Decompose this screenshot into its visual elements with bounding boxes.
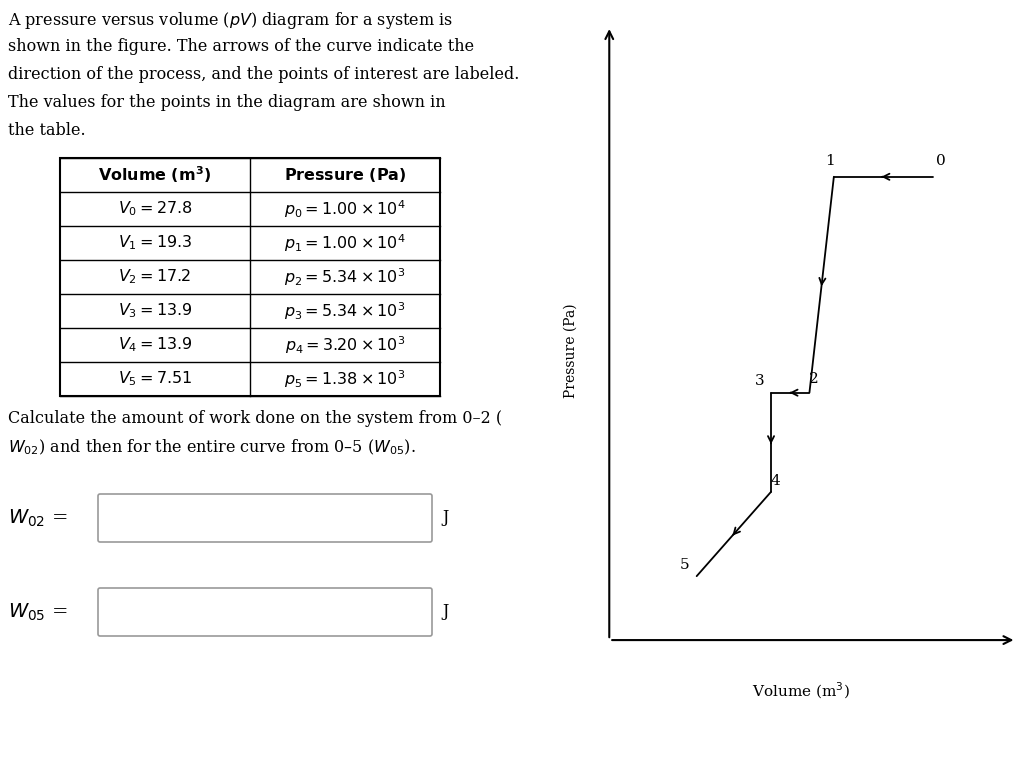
Text: shown in the figure. The arrows of the curve indicate the: shown in the figure. The arrows of the c…: [8, 38, 474, 55]
Bar: [60, 158, 440, 396]
Text: $W_{02}$ =: $W_{02}$ =: [8, 507, 68, 529]
Text: $W_{02}$) and then for the entire curve from 0–5 ($W_{05}$).: $W_{02}$) and then for the entire curve …: [8, 438, 416, 457]
Text: 2: 2: [809, 372, 819, 386]
Text: $\mathbf{Pressure\ (Pa)}$: $\mathbf{Pressure\ (Pa)}$: [284, 166, 407, 184]
Text: $p_3 = 5.34 \times 10^3$: $p_3 = 5.34 \times 10^3$: [285, 300, 406, 322]
Text: Calculate the amount of work done on the system from 0–2 (: Calculate the amount of work done on the…: [8, 410, 502, 427]
Text: $V_3 = 13.9$: $V_3 = 13.9$: [118, 302, 193, 320]
Text: 1: 1: [825, 155, 836, 168]
Text: The values for the points in the diagram are shown in: The values for the points in the diagram…: [8, 94, 445, 111]
Text: $p_4 = 3.20 \times 10^3$: $p_4 = 3.20 \times 10^3$: [285, 335, 406, 356]
Text: $\mathbf{Volume\ (m^3)}$: $\mathbf{Volume\ (m^3)}$: [98, 165, 212, 185]
FancyBboxPatch shape: [98, 588, 432, 636]
Text: $p_2 = 5.34 \times 10^3$: $p_2 = 5.34 \times 10^3$: [285, 266, 406, 288]
Text: $V_2 = 17.2$: $V_2 = 17.2$: [119, 267, 191, 287]
Text: 3: 3: [755, 374, 764, 388]
Text: 0: 0: [936, 155, 946, 168]
Text: Pressure (Pa): Pressure (Pa): [564, 303, 578, 398]
Text: $V_0 = 27.8$: $V_0 = 27.8$: [118, 200, 193, 219]
Text: $W_{05}$ =: $W_{05}$ =: [8, 601, 68, 623]
FancyBboxPatch shape: [98, 494, 432, 542]
Text: the table.: the table.: [8, 122, 86, 139]
Text: $p_5 = 1.38 \times 10^3$: $p_5 = 1.38 \times 10^3$: [285, 368, 406, 390]
Text: $V_1 = 19.3$: $V_1 = 19.3$: [118, 234, 193, 252]
Text: direction of the process, and the points of interest are labeled.: direction of the process, and the points…: [8, 66, 519, 83]
Text: Volume (m$^3$): Volume (m$^3$): [753, 680, 850, 701]
Text: $p_0 = 1.00 \times 10^4$: $p_0 = 1.00 \times 10^4$: [285, 198, 406, 220]
Text: $p_1 = 1.00 \times 10^4$: $p_1 = 1.00 \times 10^4$: [285, 232, 406, 254]
Text: $V_5 = 7.51$: $V_5 = 7.51$: [118, 370, 193, 389]
Text: A pressure versus volume ($pV$) diagram for a system is: A pressure versus volume ($pV$) diagram …: [8, 10, 453, 31]
Text: 4: 4: [771, 474, 780, 488]
Text: J: J: [442, 604, 449, 620]
Text: J: J: [442, 510, 449, 527]
Text: $V_4 = 13.9$: $V_4 = 13.9$: [118, 335, 193, 354]
Text: 5: 5: [680, 559, 690, 572]
